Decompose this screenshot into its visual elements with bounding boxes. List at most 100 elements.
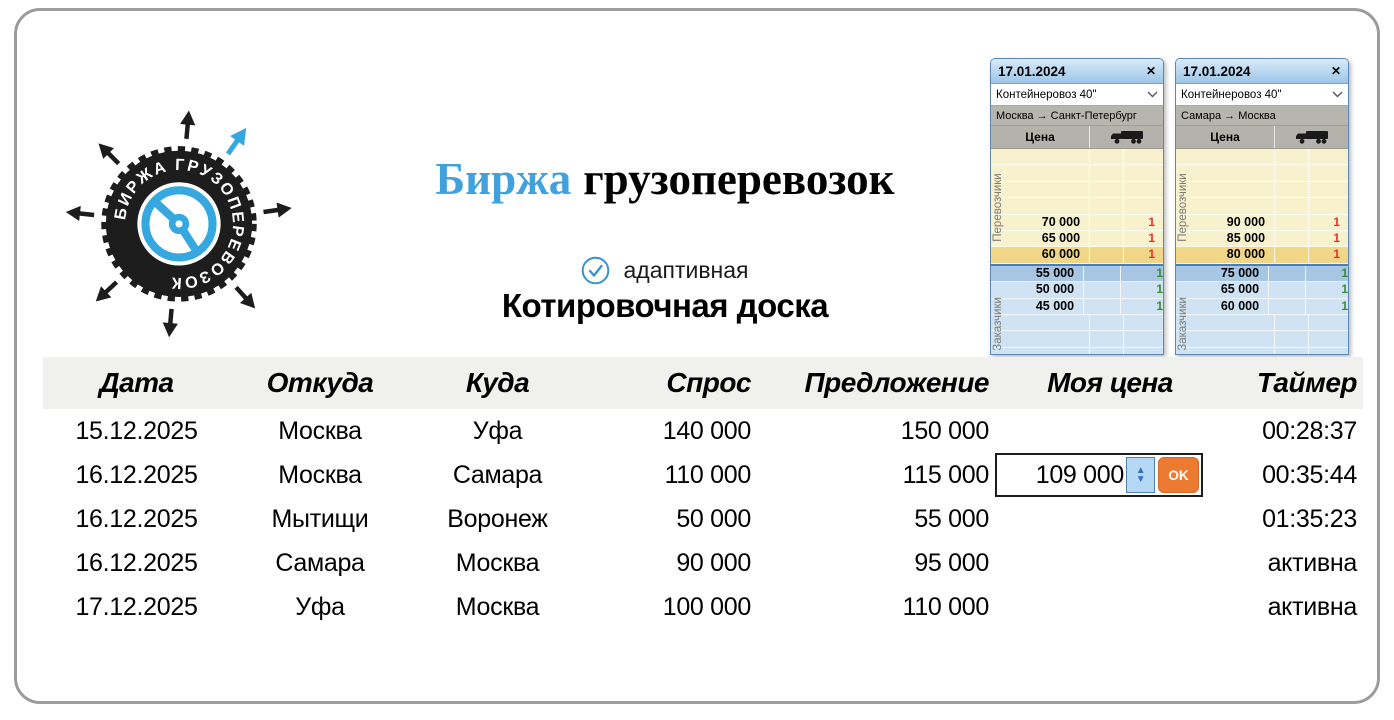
cell-offer: 95 000 [914,548,989,577]
table-row: 16.12.2025 Мытищи Воронеж 50 000 55 000 … [43,497,1363,541]
cell-timer: активна [1267,592,1358,621]
quote-widget-samara-moscow: 17.01.2024 ✕ Контейнеровоз 40" Самара → … [1175,58,1349,355]
board-header-row: Дата Откуда Куда Спрос Предложение Моя ц… [43,357,1363,409]
carrier-price-row[interactable]: 65 000 1 [991,230,1163,248]
close-icon[interactable]: ✕ [1145,64,1156,78]
customer-price-row[interactable]: 60 000 1 [1176,298,1348,315]
chevron-down-icon [1147,91,1158,98]
customer-price-row[interactable]: 65 000 1 [1176,282,1348,299]
column-header-to: Куда [410,357,585,409]
column-header-timer: Таймер [1225,357,1363,409]
carriers-label: Перевозчики [1177,173,1189,242]
my-price-editor[interactable]: 109 000 ▲ ▼ OK [995,453,1203,497]
cell-to: Уфа [472,416,523,445]
cell-timer: активна [1267,548,1358,577]
cell-to: Воронеж [447,504,548,533]
table-row: 17.12.2025 Уфа Москва 100 000 110 000 ак… [43,585,1363,629]
ladder-row-empty [1176,331,1348,348]
cell-to: Москва [455,548,540,577]
page-header: Биржа грузоперевозок адаптивная Котировоч… [360,150,970,325]
cell-my-price [995,409,1225,453]
cell-from: Москва [278,416,362,445]
route-label: Самара → Москва [1176,106,1348,126]
page-title: Биржа грузоперевозок [360,150,970,208]
price-stepper[interactable]: ▲ ▼ [1126,457,1155,493]
ok-button[interactable]: OK [1158,457,1199,493]
quotation-board: Дата Откуда Куда Спрос Предложение Моя ц… [43,357,1363,629]
column-header-offer: Предложение [755,357,995,409]
adaptive-badge-label: адаптивная [623,257,749,283]
vehicle-select[interactable]: Контейнеровоз 40" [991,84,1163,106]
customer-price-row[interactable]: 45 000 1 [991,298,1163,315]
customers-section: Заказчики 75 000 1 65 000 1 60 000 1 [1176,263,1348,354]
vehicle-select[interactable]: Контейнеровоз 40" [1176,84,1348,106]
cell-from: Москва [278,460,362,489]
ladder-row-empty [991,198,1163,215]
quote-widget-date: 17.01.2024 [1183,63,1251,79]
carriers-section: Перевозчики 70 000 1 65 000 1 60 000 1 [991,149,1163,264]
close-icon[interactable]: ✕ [1330,64,1341,78]
stepper-up-icon[interactable]: ▲ [1135,465,1146,476]
truck-icon [1275,126,1348,148]
customer-price-row[interactable]: 50 000 1 [991,282,1163,299]
cell-date: 16.12.2025 [75,548,198,577]
cell-timer: 01:35:23 [1262,504,1357,533]
blue-arrow-icon [220,122,254,159]
customers-section: Заказчики 55 000 1 50 000 1 45 000 1 [991,263,1163,354]
carrier-best-price-row[interactable]: 80 000 1 [1176,247,1348,264]
cell-my-price [995,497,1225,541]
cell-from: Самара [275,548,365,577]
cell-from: Уфа [295,592,345,621]
table-row: 16.12.2025 Москва Самара 110 000 115 000… [43,453,1363,497]
carrier-price-row[interactable]: 90 000 1 [1176,214,1348,231]
cell-to: Москва [455,592,540,621]
cell-date: 16.12.2025 [75,460,198,489]
cell-offer: 110 000 [902,592,990,621]
price-column-header: Цена [1176,126,1276,148]
column-header-demand: Спрос [585,357,755,409]
board-title: Котировочная доска [501,287,829,324]
ladder-column-headers: Цена [991,126,1163,149]
cell-date: 16.12.2025 [75,504,198,533]
cell-my-price [995,541,1225,585]
customer-best-price-row[interactable]: 55 000 1 [991,265,1163,283]
ladder-row-empty [1176,181,1348,199]
cell-demand: 110 000 [664,460,752,489]
column-header-date: Дата [43,357,230,409]
cell-offer: 150 000 [900,416,990,445]
cell-timer: 00:35:44 [1262,460,1357,489]
ladder-row-empty [1176,314,1348,332]
cell-date: 15.12.2025 [75,416,198,445]
quote-widget-titlebar[interactable]: 17.01.2024 ✕ [1176,59,1348,84]
cell-demand: 90 000 [676,548,751,577]
route-label: Москва → Санкт-Петербург [991,106,1163,126]
ladder-column-headers: Цена [1176,126,1348,149]
carriers-label: Перевозчики [992,173,1004,242]
vehicle-select-value: Контейнеровоз 40" [1181,88,1282,101]
title-rest: грузоперевозок [583,154,895,204]
my-price-input[interactable]: 109 000 [1035,461,1125,489]
carrier-price-row[interactable]: 70 000 1 [991,214,1163,231]
cell-demand: 140 000 [662,416,752,445]
carrier-price-row[interactable]: 85 000 1 [1176,230,1348,248]
stepper-down-icon[interactable]: ▼ [1135,474,1146,485]
quote-widget-titlebar[interactable]: 17.01.2024 ✕ [991,59,1163,84]
cell-my-price [995,585,1225,629]
cell-from: Мытищи [271,504,369,533]
carrier-best-price-row[interactable]: 60 000 1 [991,247,1163,264]
cell-timer: 00:28:37 [1262,416,1357,445]
truck-icon [1090,126,1163,148]
price-column-header: Цена [991,126,1091,148]
ladder-row-empty [991,331,1163,348]
cell-demand: 100 000 [662,592,752,621]
ladder-row-empty [1176,149,1348,166]
cell-demand: 50 000 [676,504,751,533]
customer-best-price-row[interactable]: 75 000 1 [1176,265,1348,283]
customers-label: Заказчики [992,297,1004,351]
chevron-down-icon [1332,91,1343,98]
cell-offer: 115 000 [902,460,990,489]
ladder-row-empty [1176,165,1348,182]
carriers-section: Перевозчики 90 000 1 85 000 1 80 000 1 [1176,149,1348,264]
quote-widget-date: 17.01.2024 [998,63,1066,79]
cell-to: Самара [452,460,543,489]
